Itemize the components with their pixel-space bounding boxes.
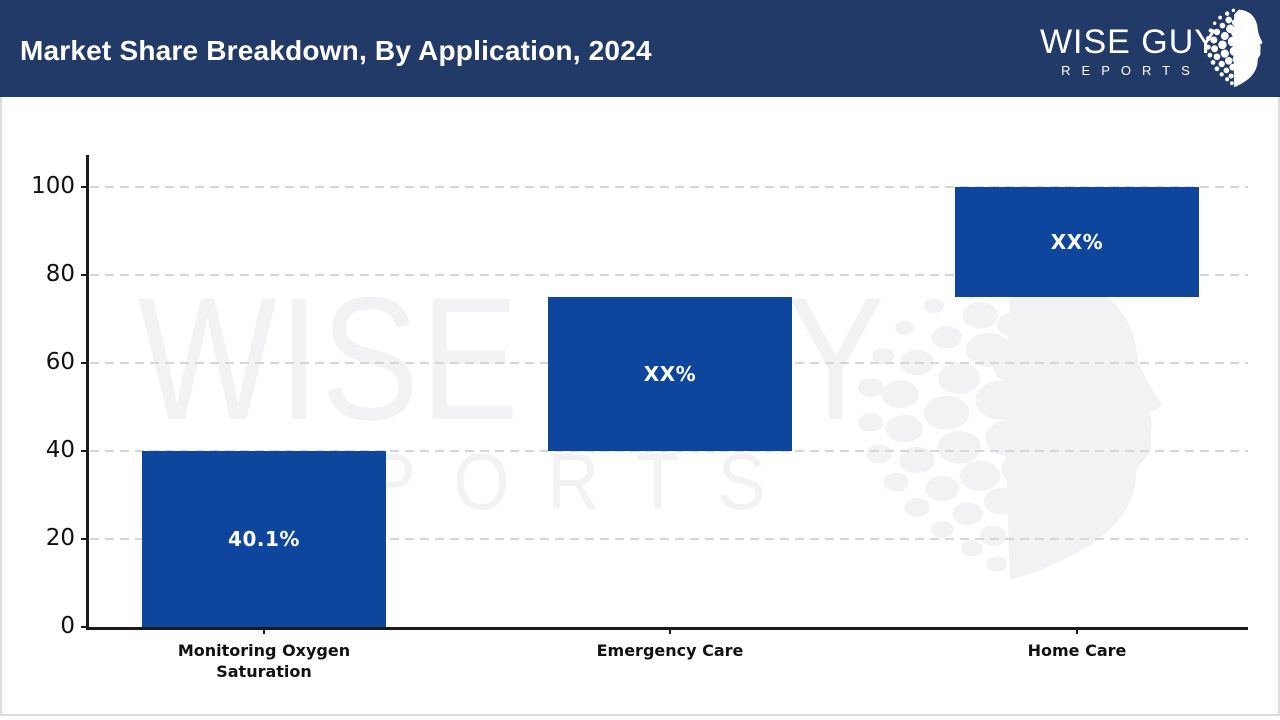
x-axis [86,627,1248,630]
wiseguy-logo: WISE GUY REPORTS [1040,8,1264,88]
x-tick-mark [1076,627,1078,634]
bar: XX% [548,297,792,451]
bar: XX% [955,187,1199,297]
header-bar: Market Share Breakdown, By Application, … [0,0,1280,97]
y-tick-label: 0 [60,613,75,639]
y-tick-label: 40 [45,437,75,463]
page-title: Market Share Breakdown, By Application, … [20,34,652,66]
gridline [90,450,1248,452]
watermark-face-icon [858,268,1170,583]
x-category-label: Emergency Care [596,641,744,660]
bar: 40.1% [142,450,386,627]
bar-value-label: XX% [643,362,697,386]
y-tick-mark [81,186,88,188]
gridline [90,538,1248,540]
y-axis [86,155,89,630]
y-tick-mark [81,626,88,628]
logo-sub-text: REPORTS [1061,63,1201,78]
y-tick-mark [81,274,88,276]
y-tick-mark [81,450,88,452]
y-tick-mark [81,362,88,364]
bar-value-label: 40.1% [228,526,300,551]
y-tick-label: 20 [45,525,75,551]
bar-value-label: XX% [1050,230,1104,254]
y-tick-label: 80 [45,261,75,287]
gridline [90,186,1248,188]
x-tick-mark [263,627,265,634]
logo-name-text: WISE GUY [1039,23,1218,61]
x-category-label: Monitoring Oxygen Saturation [177,641,351,681]
gridline [90,274,1248,276]
y-tick-mark [81,538,88,540]
y-tick-label: 100 [31,173,75,199]
logo-text: WISE GUY REPORTS [1040,24,1218,78]
y-tick-label: 60 [45,349,75,375]
x-tick-mark [669,627,671,634]
x-category-label: Home Care [1027,641,1127,660]
